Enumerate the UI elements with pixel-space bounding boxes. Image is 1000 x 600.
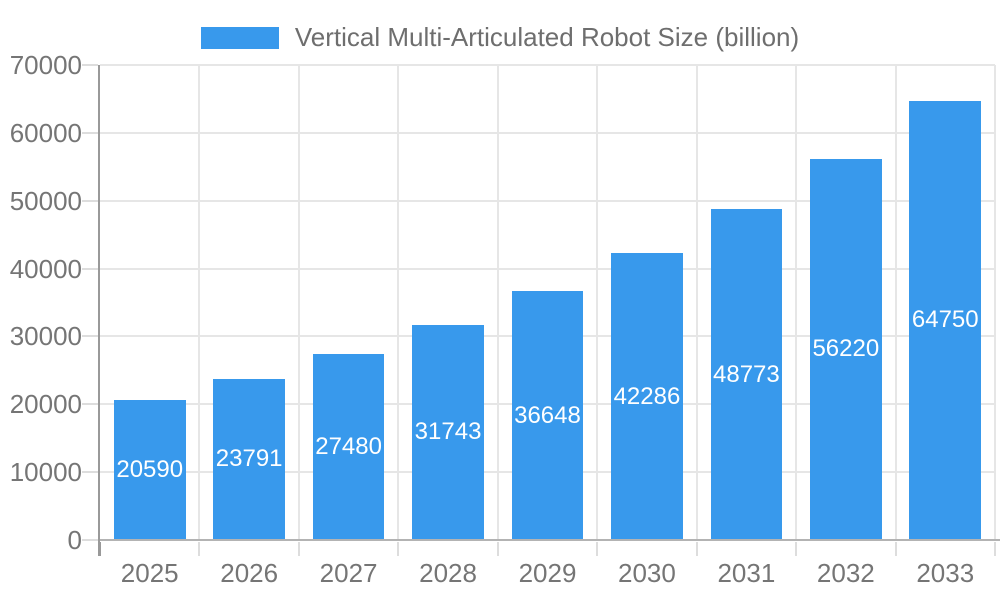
y-axis-tick xyxy=(82,539,98,541)
bar[interactable]: 31743 xyxy=(412,324,484,540)
x-axis-tick-label: 2030 xyxy=(618,558,676,588)
y-axis-tick xyxy=(82,64,98,66)
x-axis-tick xyxy=(297,542,300,556)
gridline-vertical xyxy=(297,65,300,540)
gridline-horizontal xyxy=(100,267,995,270)
gridline-vertical xyxy=(397,65,400,540)
x-axis-tick xyxy=(198,542,201,556)
bar-value-label: 42286 xyxy=(613,382,681,410)
x-axis-tick xyxy=(596,542,599,556)
y-axis-tick xyxy=(82,199,98,202)
x-axis-tick xyxy=(695,542,698,556)
gridline-vertical xyxy=(596,65,599,540)
legend-swatch xyxy=(200,26,279,49)
bar-value-label: 64750 xyxy=(911,306,979,334)
bar[interactable]: 56220 xyxy=(810,158,882,540)
bar-value-label: 36648 xyxy=(514,401,581,429)
x-axis-tick-label: 2025 xyxy=(120,558,179,588)
y-axis-line xyxy=(98,65,100,556)
y-axis-tick-label: 50000 xyxy=(9,185,82,216)
x-axis-tick-label: 2026 xyxy=(220,558,279,588)
y-axis-tick-label: 0 xyxy=(67,525,82,555)
bar-value-label: 56220 xyxy=(812,335,880,363)
y-axis-tick-label: 40000 xyxy=(9,253,82,284)
x-axis-tick xyxy=(99,542,101,556)
bar-value-label: 48773 xyxy=(713,360,780,388)
y-axis-tick xyxy=(82,131,98,134)
gridline-vertical xyxy=(994,65,996,540)
bars: 20590 23791 27480 31743 36648 42286 48773 56220… xyxy=(100,65,995,540)
y-axis-tick-label: 70000 xyxy=(9,50,82,80)
x-axis-tick-label: 2029 xyxy=(518,558,577,588)
bar[interactable]: 23791 xyxy=(213,378,285,540)
gridline-vertical xyxy=(894,65,897,540)
x-axis-tick-label: 2031 xyxy=(717,558,776,588)
bar[interactable]: 64750 xyxy=(909,100,982,540)
x-axis-tick-label: 2033 xyxy=(916,558,975,588)
x-axis-tick xyxy=(994,542,996,556)
y-axis-tick-label: 20000 xyxy=(9,389,82,420)
plot-area: 20590 23791 27480 31743 36648 42286 48773 56220… xyxy=(82,64,996,556)
bar[interactable]: 20590 xyxy=(113,400,186,540)
gridline-vertical xyxy=(695,65,698,540)
gridline-vertical xyxy=(198,65,201,540)
y-axis-tick xyxy=(82,471,98,474)
x-axis-tick xyxy=(894,542,897,556)
x-axis-tick xyxy=(397,542,400,556)
y-axis-tick xyxy=(82,403,98,406)
bar-value-label: 27480 xyxy=(315,432,382,460)
y-axis-tick xyxy=(82,335,98,338)
gridline-horizontal xyxy=(100,64,995,66)
y-axis-labels: 0 10000 20000 30000 40000 50000 60000 70000 xyxy=(0,52,82,553)
chart-legend[interactable]: Vertical Multi-Articulated Robot Size (b… xyxy=(0,22,1000,53)
gridline-vertical xyxy=(795,65,798,540)
bar[interactable]: 48773 xyxy=(710,209,783,540)
x-axis-tick xyxy=(795,542,798,556)
y-axis-tick-label: 30000 xyxy=(9,321,82,352)
bar[interactable]: 36648 xyxy=(511,291,584,540)
x-axis-labels: 2025 2026 2027 2028 2029 2030 2031 2032 2033 xyxy=(100,558,995,590)
gridline-horizontal xyxy=(100,131,995,134)
x-axis-tick-label: 2028 xyxy=(419,558,477,588)
x-axis-tick-label: 2027 xyxy=(319,558,378,588)
legend-label: Vertical Multi-Articulated Robot Size (b… xyxy=(294,22,800,52)
y-axis-tick-label: 10000 xyxy=(9,457,82,488)
gridline-horizontal xyxy=(100,199,995,202)
bar-value-label: 23791 xyxy=(215,445,283,473)
gridline-vertical xyxy=(496,65,499,540)
bar[interactable]: 27480 xyxy=(312,353,385,540)
bar-value-label: 31743 xyxy=(414,418,482,446)
bar[interactable]: 42286 xyxy=(611,253,683,540)
bar-value-label: 20590 xyxy=(116,456,184,484)
x-axis-tick xyxy=(496,542,499,556)
x-axis-tick-label: 2032 xyxy=(816,558,875,588)
y-axis-tick-label: 60000 xyxy=(9,117,82,148)
x-axis-line xyxy=(100,539,1000,541)
y-axis-tick xyxy=(82,267,98,270)
